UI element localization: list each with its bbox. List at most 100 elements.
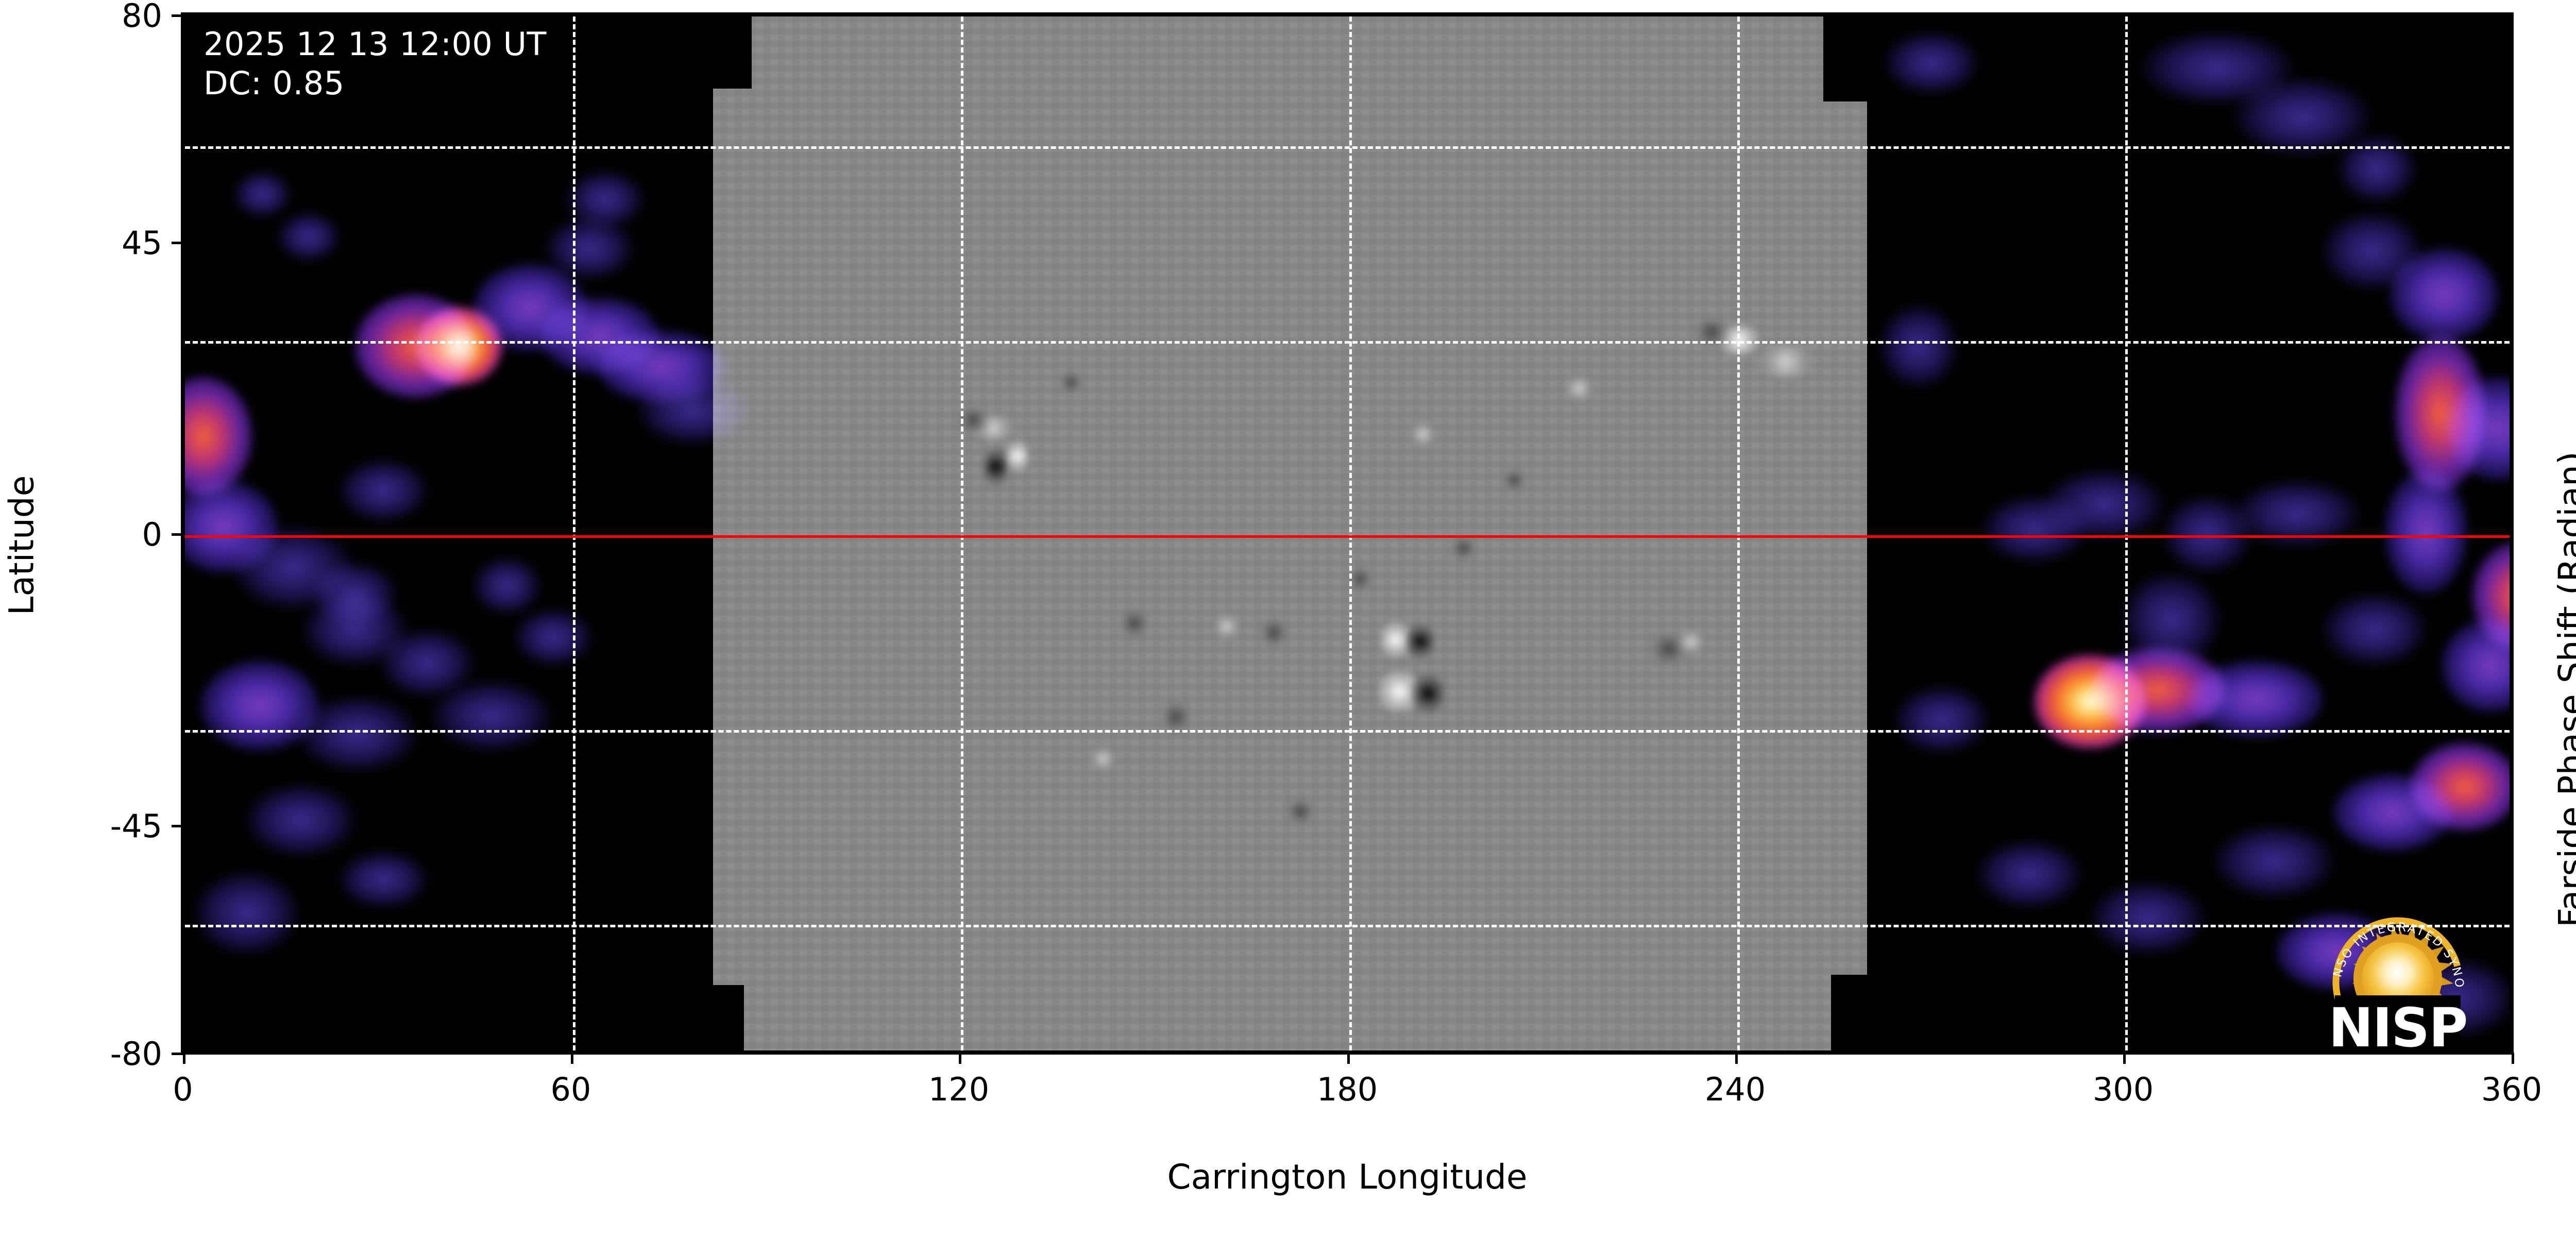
y-tick-label: 0 <box>142 516 162 553</box>
y-tick <box>172 1053 183 1055</box>
farside-active-region <box>234 171 291 217</box>
x-axis-title: Carrington Longitude <box>1167 1157 1528 1197</box>
farside-active-region <box>2338 135 2416 202</box>
farside-active-region <box>340 851 427 908</box>
farside-active-region <box>566 171 643 228</box>
farside-active-region <box>638 377 747 444</box>
active-region <box>1007 440 1028 472</box>
gridline-longitude <box>961 16 963 1050</box>
gridline-latitude <box>185 730 2510 733</box>
farside-active-region <box>340 460 427 521</box>
farside-active-region <box>314 563 396 624</box>
active-region <box>1215 614 1238 639</box>
terminator-step-right <box>1823 16 1870 101</box>
x-tick-label: 0 <box>173 1071 193 1108</box>
x-tick-label: 60 <box>550 1071 591 1108</box>
farside-active-region <box>1983 496 2086 563</box>
active-region <box>1407 624 1434 658</box>
x-tick <box>2123 1053 2126 1064</box>
gridline-latitude <box>185 925 2510 927</box>
x-tick-label: 180 <box>1316 1071 1378 1108</box>
farside-active-region <box>2189 660 2323 738</box>
farside-active-region <box>515 609 592 666</box>
active-region <box>1678 631 1704 653</box>
y-tick-label: -80 <box>110 1035 162 1073</box>
active-region <box>1262 619 1286 646</box>
farside-active-region <box>546 217 633 279</box>
farside-active-region <box>473 557 540 614</box>
x-tick <box>1735 1053 1738 1064</box>
x-tick-label: 300 <box>2092 1071 2154 1108</box>
farside-active-region <box>1885 32 1978 94</box>
active-region <box>985 448 1007 485</box>
x-tick <box>183 1053 185 1064</box>
synoptic-map-plot: NISP NSO INTEGRATED SYNOPTIC PROGRAM 202… <box>183 14 2512 1053</box>
gridline-longitude <box>1737 16 1740 1050</box>
farside-active-region <box>2122 573 2220 666</box>
farside-active-region <box>1895 686 1988 753</box>
duty-cycle-value: DC: 0.85 <box>204 64 345 102</box>
farside-active-region <box>381 630 473 697</box>
farside-active-region <box>432 681 551 751</box>
nisp-logo: NISP NSO INTEGRATED SYNOPTIC PROGRAM <box>2310 891 2480 1053</box>
gridline-longitude <box>2125 16 2128 1050</box>
farside-active-region <box>2143 32 2292 104</box>
active-region <box>1757 346 1814 377</box>
farside-active-region <box>2333 774 2452 851</box>
y-tick <box>172 533 183 536</box>
gridline-latitude <box>185 341 2510 344</box>
x-tick <box>959 1053 961 1064</box>
active-region <box>1381 622 1410 658</box>
active-region <box>1411 423 1435 445</box>
y-tick-label: 45 <box>122 224 162 262</box>
farside-active-region <box>2215 825 2333 897</box>
farside-active-region <box>298 697 417 771</box>
terminator-step-left <box>713 16 752 89</box>
active-region <box>1412 675 1444 712</box>
farside-active-region <box>278 212 340 261</box>
y-tick-label: -45 <box>110 807 162 845</box>
y-tick <box>172 242 183 244</box>
farside-active-region <box>1978 841 2081 908</box>
frontside-magnetogram-layer <box>713 16 1867 1050</box>
active-region <box>1123 609 1146 638</box>
y-tick-label: 80 <box>122 0 162 35</box>
equator-line <box>185 535 2510 538</box>
gridline-longitude <box>1349 16 1352 1050</box>
active-region <box>1566 377 1592 400</box>
x-tick-label: 360 <box>2481 1071 2543 1108</box>
timestamp-overlay: 2025 12 13 12:00 UT DC: 0.85 <box>204 25 547 103</box>
y-axis-title: Latitude <box>2 475 42 616</box>
farside-active-region <box>2323 212 2421 290</box>
x-tick-label: 120 <box>928 1071 990 1108</box>
y-tick <box>172 14 183 17</box>
nisp-acronym: NISP <box>2329 996 2467 1053</box>
gridline-latitude <box>185 146 2510 149</box>
active-region <box>1452 537 1475 559</box>
active-region <box>1349 568 1371 590</box>
magnetogram-granulation <box>713 16 1867 1050</box>
active-region <box>959 408 988 432</box>
farside-active-region <box>2091 882 2205 954</box>
farside-active-region <box>195 872 298 954</box>
farside-active-region <box>2323 593 2426 666</box>
y-tick <box>172 825 183 827</box>
gridline-longitude <box>573 16 575 1050</box>
x-tick-label: 240 <box>1704 1071 1766 1108</box>
terminator-step-right2 <box>1831 975 1870 1050</box>
farside-colorbar-title: Farside Phase Shift (Radian) <box>2551 451 2576 927</box>
active-region <box>1164 702 1189 733</box>
farside-active-region <box>247 784 355 856</box>
x-tick <box>1347 1053 1350 1064</box>
terminator-step-left2 <box>713 985 744 1050</box>
active-region <box>1504 470 1524 490</box>
active-region <box>1694 319 1728 345</box>
x-tick <box>2512 1053 2514 1064</box>
observation-timestamp: 2025 12 13 12:00 UT <box>204 25 547 63</box>
x-tick <box>571 1053 573 1064</box>
active-region <box>1061 372 1081 393</box>
active-region <box>1092 748 1114 770</box>
farside-active-region <box>1880 305 1957 387</box>
active-region <box>1287 800 1313 823</box>
farside-active-region <box>2385 470 2467 593</box>
